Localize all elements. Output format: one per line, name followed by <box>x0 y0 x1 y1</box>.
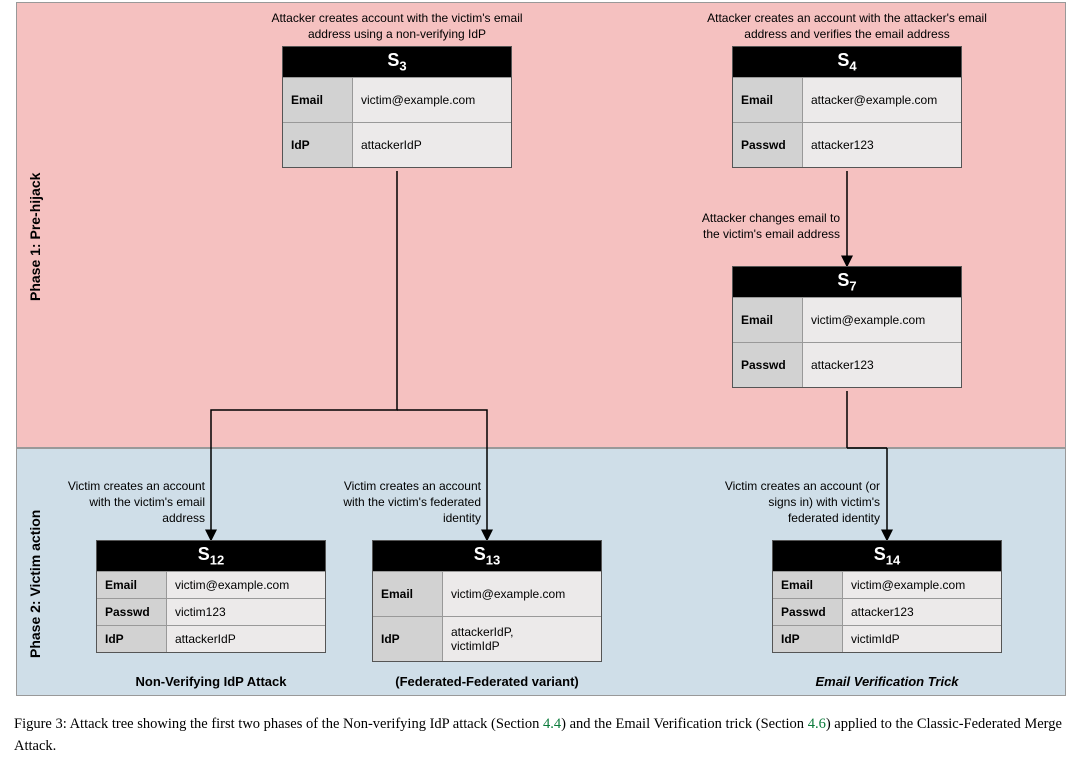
desc-s14-edge: Victim creates an account (or signs in) … <box>724 478 880 527</box>
attack-label-s13: (Federated-Federated variant) <box>372 674 602 689</box>
state-row-value: victim@example.com <box>167 572 325 598</box>
state-row-key: Email <box>773 572 843 598</box>
attack-label-s14: Email Verification Trick <box>772 674 1002 689</box>
state-s7: S7Emailvictim@example.comPasswdattacker1… <box>732 266 962 388</box>
state-row: Passwdattacker123 <box>773 598 1001 625</box>
desc-s12-edge: Victim creates an account with the victi… <box>60 478 205 527</box>
state-row: IdPattackerIdP, victimIdP <box>373 616 601 661</box>
state-row: Emailattacker@example.com <box>733 77 961 122</box>
state-row-key: Passwd <box>97 599 167 625</box>
state-s12: S12Emailvictim@example.comPasswdvictim12… <box>96 540 326 653</box>
state-row-key: IdP <box>773 626 843 652</box>
phase1-label: Phase 1: Pre-hijack <box>27 151 43 301</box>
state-row-key: Passwd <box>733 123 803 167</box>
state-s3: S3Emailvictim@example.comIdPattackerIdP <box>282 46 512 168</box>
state-row: IdPattackerIdP <box>97 625 325 652</box>
state-row-key: Passwd <box>733 343 803 387</box>
state-row: Emailvictim@example.com <box>773 571 1001 598</box>
desc-s7-edge: Attacker changes email to the victim's e… <box>700 210 840 242</box>
desc-s13-edge: Victim creates an account with the victi… <box>336 478 481 527</box>
state-row: IdPvictimIdP <box>773 625 1001 652</box>
phase2-label: Phase 2: Victim action <box>27 488 43 658</box>
attack-label-s12: Non-Verifying IdP Attack <box>96 674 326 689</box>
state-row: Emailvictim@example.com <box>373 571 601 616</box>
state-row-key: IdP <box>373 617 443 661</box>
state-row-value: attackerIdP, victimIdP <box>443 617 601 661</box>
state-row: IdPattackerIdP <box>283 122 511 167</box>
state-s13: S13Emailvictim@example.comIdPattackerIdP… <box>372 540 602 662</box>
desc-s4: Attacker creates an account with the att… <box>694 10 1000 42</box>
state-row: Emailvictim@example.com <box>283 77 511 122</box>
state-row-key: IdP <box>283 123 353 167</box>
state-header: S13 <box>373 541 601 571</box>
attack-tree-diagram: Phase 1: Pre-hijack Phase 2: Victim acti… <box>0 0 1080 770</box>
state-row-value: attacker123 <box>803 343 961 387</box>
state-row: Passwdattacker123 <box>733 342 961 387</box>
state-row-value: attacker123 <box>843 599 1001 625</box>
state-row-key: Email <box>97 572 167 598</box>
state-row-key: Email <box>283 78 353 122</box>
state-row-value: attacker123 <box>803 123 961 167</box>
state-header: S3 <box>283 47 511 77</box>
state-row-key: IdP <box>97 626 167 652</box>
state-header: S12 <box>97 541 325 571</box>
state-row-value: victim123 <box>167 599 325 625</box>
state-row: Emailvictim@example.com <box>97 571 325 598</box>
desc-s3: Attacker creates account with the victim… <box>266 10 528 42</box>
caption-ref-2[interactable]: 4.6 <box>808 716 826 732</box>
state-s4: S4Emailattacker@example.comPasswdattacke… <box>732 46 962 168</box>
state-row-value: victim@example.com <box>443 572 601 616</box>
state-row: Emailvictim@example.com <box>733 297 961 342</box>
state-row-key: Email <box>733 78 803 122</box>
state-row-value: victimIdP <box>843 626 1001 652</box>
caption-text-1: Figure 3: Attack tree showing the first … <box>14 716 543 732</box>
state-header: S14 <box>773 541 1001 571</box>
figure-caption: Figure 3: Attack tree showing the first … <box>14 714 1066 758</box>
state-row-value: victim@example.com <box>353 78 511 122</box>
state-row-value: victim@example.com <box>803 298 961 342</box>
state-s14: S14Emailvictim@example.comPasswdattacker… <box>772 540 1002 653</box>
caption-text-2: ) and the Email Verification trick (Sect… <box>561 716 808 732</box>
caption-ref-1[interactable]: 4.4 <box>543 716 561 732</box>
state-row-value: attacker@example.com <box>803 78 961 122</box>
state-row-key: Email <box>733 298 803 342</box>
state-row: Passwdvictim123 <box>97 598 325 625</box>
state-row-key: Passwd <box>773 599 843 625</box>
state-header: S7 <box>733 267 961 297</box>
state-row-value: victim@example.com <box>843 572 1001 598</box>
state-header: S4 <box>733 47 961 77</box>
state-row: Passwdattacker123 <box>733 122 961 167</box>
state-row-key: Email <box>373 572 443 616</box>
state-row-value: attackerIdP <box>353 123 511 167</box>
state-row-value: attackerIdP <box>167 626 325 652</box>
